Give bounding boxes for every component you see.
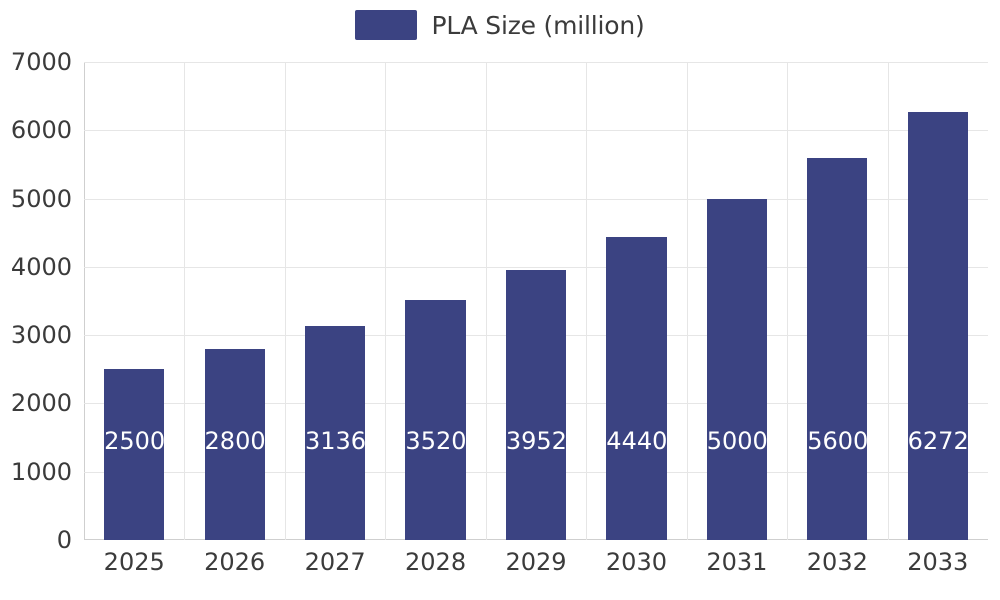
- bar-value-label: 2800: [204, 427, 266, 455]
- bar[interactable]: 5000: [706, 198, 768, 540]
- y-axis-label: 7000: [10, 48, 72, 76]
- gridline-horizontal: [84, 62, 988, 63]
- bar[interactable]: 3520: [405, 299, 467, 540]
- x-axis-label: 2025: [103, 548, 165, 576]
- y-axis-label: 5000: [10, 184, 72, 213]
- x-axis-label: 2027: [304, 548, 366, 576]
- y-axis-label: 1000: [10, 457, 72, 486]
- gridline-horizontal: [84, 266, 988, 268]
- bar[interactable]: 2800: [204, 348, 266, 540]
- gridline-vertical: [787, 62, 789, 540]
- y-axis-label: 4000: [10, 252, 72, 281]
- x-axis-label: 2026: [204, 548, 266, 576]
- chart-legend: PLA Size (million): [0, 10, 1000, 40]
- gridline-vertical: [284, 62, 286, 540]
- gridline-vertical: [686, 62, 688, 540]
- bar-value-label: 3520: [405, 427, 467, 455]
- gridline-vertical: [586, 62, 588, 540]
- bar-value-label: 4440: [606, 427, 668, 455]
- gridline-vertical: [385, 62, 387, 540]
- gridline-vertical: [887, 62, 889, 540]
- gridline-horizontal: [84, 198, 988, 200]
- bar-value-label: 5000: [706, 427, 768, 455]
- bar-value-label: 6272: [907, 427, 969, 455]
- x-axis-label: 2031: [706, 548, 768, 576]
- x-axis-label: 2033: [907, 548, 969, 576]
- bar[interactable]: 3952: [505, 270, 567, 540]
- y-axis-label: 6000: [10, 116, 72, 145]
- bar[interactable]: 4440: [606, 236, 668, 540]
- gridline-vertical: [485, 62, 487, 540]
- gridline-vertical: [184, 62, 186, 540]
- bar-value-label: 5600: [807, 427, 869, 455]
- bar-value-label: 3952: [505, 427, 567, 455]
- legend-label-pla-size: PLA Size (million): [431, 10, 645, 40]
- x-axis-label: 2032: [806, 548, 868, 576]
- y-axis-label: 3000: [10, 321, 72, 350]
- bar-value-label: 2500: [104, 427, 166, 455]
- bar[interactable]: 3136: [304, 325, 367, 540]
- plot-area: 2500 2800 3136 3520 3952 4440 5000 5600 6272: [84, 62, 988, 540]
- y-axis-label: 0: [56, 526, 72, 554]
- y-axis-tick-labels: 0 1000 2000 3000 4000 5000 6000 7000: [0, 48, 72, 554]
- bar-value-label: 3136: [304, 427, 367, 455]
- bar[interactable]: 2500: [104, 369, 166, 540]
- x-axis-label: 2029: [505, 548, 567, 576]
- y-axis-label: 2000: [10, 389, 72, 418]
- x-axis-tick-labels: 2025 2026 2027 2028 2029 2030 2031 2032 2033: [84, 548, 988, 592]
- legend-swatch-pla-size: [355, 10, 418, 40]
- gridline-horizontal: [84, 130, 988, 132]
- bar[interactable]: 5600: [807, 157, 869, 540]
- bar[interactable]: 6272: [907, 111, 969, 540]
- x-axis-label: 2028: [405, 548, 467, 576]
- x-axis-label: 2030: [605, 548, 667, 576]
- y-axis-line: [84, 62, 85, 540]
